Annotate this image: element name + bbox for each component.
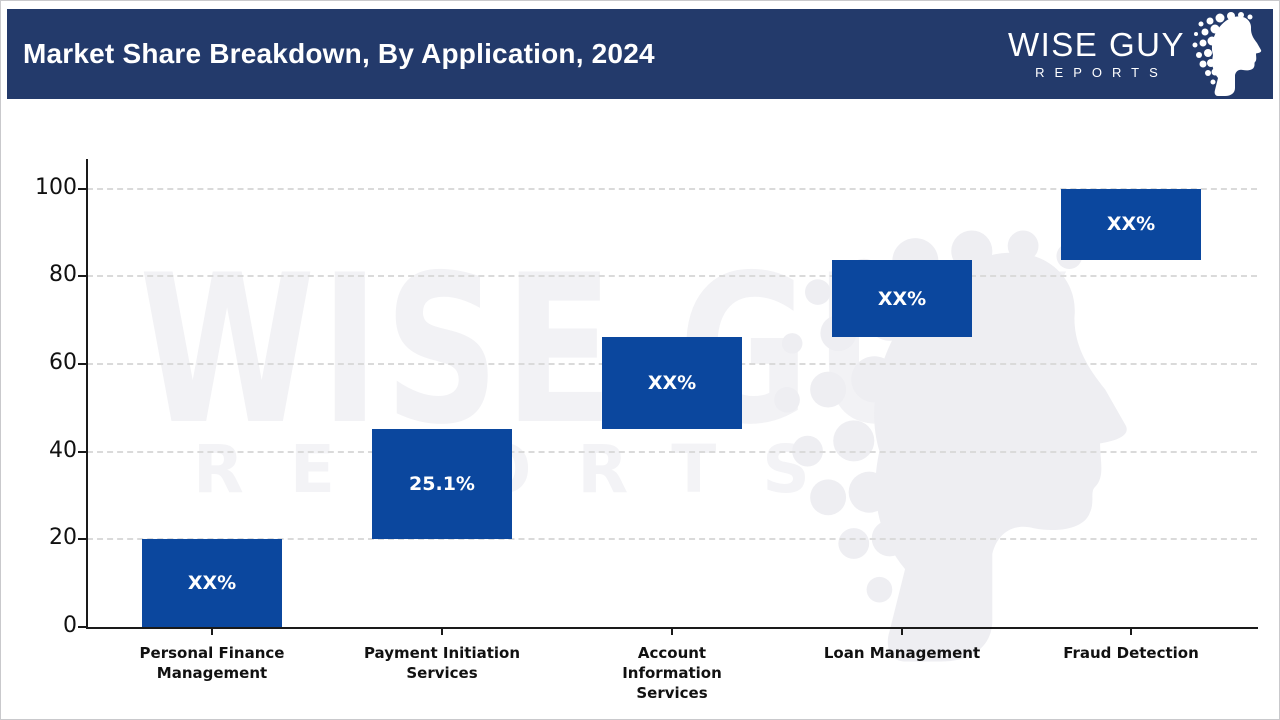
x-category-label: Payment Initiation Services (363, 644, 521, 682)
logo-dotted-head-icon (1192, 12, 1262, 96)
gridline (87, 538, 1257, 541)
y-tick (78, 275, 86, 278)
y-axis-line (86, 159, 88, 629)
y-tick (78, 538, 86, 541)
gridline (87, 187, 1257, 190)
bar-value-label: XX% (877, 287, 927, 310)
y-tick-label: 0 (63, 613, 77, 638)
x-tick (671, 627, 673, 635)
bar-value-label: XX% (647, 372, 697, 395)
x-category-label: Loan Management (823, 644, 981, 662)
bar: XX% (602, 337, 742, 430)
x-category-label: Personal Finance Management (139, 644, 285, 682)
bar: XX% (1061, 188, 1201, 260)
y-tick (78, 626, 86, 628)
x-category-label: Account Information Services (622, 644, 722, 702)
gridline (87, 275, 1257, 278)
bar-value-label: XX% (1106, 213, 1156, 236)
bar-value-label: 25.1% (409, 473, 475, 496)
x-tick (441, 627, 443, 635)
header: Market Share Breakdown, By Application, … (7, 9, 1273, 99)
y-tick-label: 80 (49, 262, 77, 288)
y-tick-label: 20 (49, 525, 77, 551)
y-tick-label: 60 (49, 349, 77, 375)
bar: XX% (832, 259, 972, 338)
x-tick (901, 627, 903, 635)
logo-subtext: REPORTS (1035, 65, 1168, 80)
bar: XX% (142, 539, 282, 627)
logo-wordmark: WISE GUY (1007, 26, 1185, 63)
wiseguy-logo: WISE GUY REPORTS (1008, 12, 1263, 96)
gridline (87, 450, 1257, 453)
x-category-label: Fraud Detection (1063, 644, 1199, 662)
x-tick (211, 627, 213, 635)
y-tick (78, 450, 86, 453)
y-tick-label: 40 (49, 437, 77, 463)
y-tick (78, 187, 86, 190)
bar: 25.1% (372, 429, 512, 540)
bar-value-label: XX% (187, 572, 237, 595)
chart-title: Market Share Breakdown, By Application, … (23, 38, 655, 69)
x-tick (1130, 627, 1132, 635)
y-tick (78, 362, 86, 365)
y-tick-label: 100 (35, 174, 77, 200)
